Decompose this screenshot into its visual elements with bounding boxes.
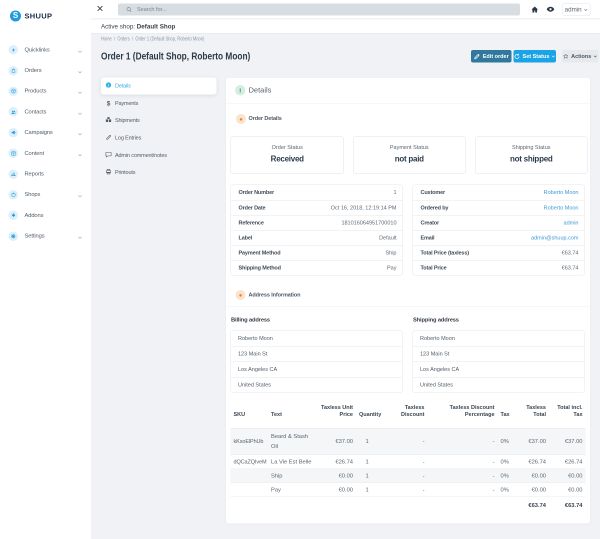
- svg-text:i: i: [108, 83, 109, 87]
